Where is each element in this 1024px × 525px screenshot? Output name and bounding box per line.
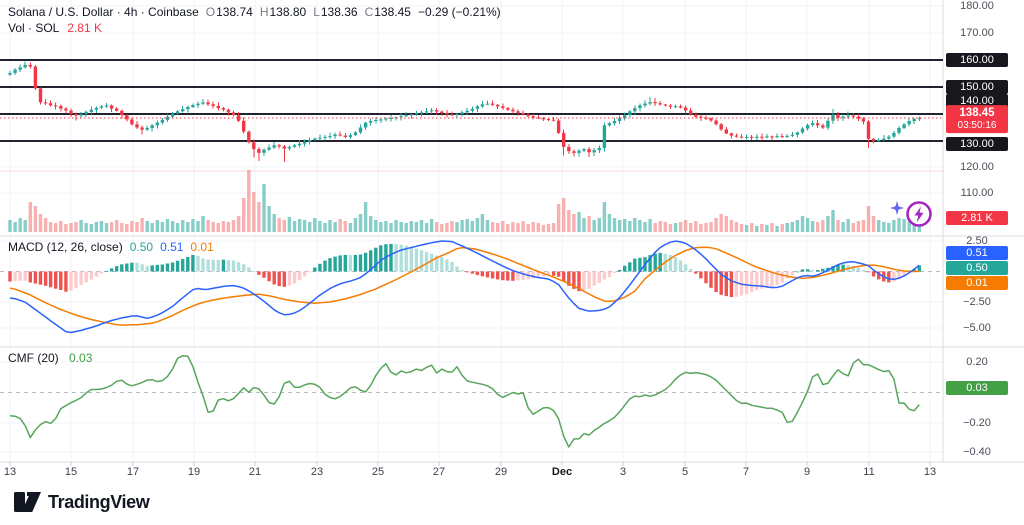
time-axis-label: 11 [863,466,875,478]
price-axis-label: 180.00 [960,0,994,12]
ohlc-letter: H [259,5,269,19]
time-axis-label: 25 [371,466,385,478]
macd-axis-label: 2.50 [966,235,988,247]
ohlc-values: O138.74 H138.80 L138.36 C138.45 [199,5,411,19]
ohlc-letter: L [313,5,320,19]
macd-label: MACD (12, 26, close) [8,240,123,254]
macd-value-badge: 0.01 [946,276,1008,290]
volume-badge: 2.81 K [946,211,1008,225]
cmf-axis-label: −0.20 [963,417,991,429]
lightning-bolt-icon [914,206,924,223]
macd-row[interactable]: MACD (12, 26, close) 0.50 0.51 0.01 [8,240,214,254]
time-axis-label: 21 [248,466,262,478]
ohlc-value: 138.80 [269,5,307,19]
last-price-value: 138.45 [959,107,995,120]
time-axis-label: 13 [923,466,937,478]
cmf-value: 0.03 [69,351,93,365]
volume-label: Vol · SOL [8,21,59,35]
time-axis-label: 27 [432,466,446,478]
macd-axis-label: −5.00 [963,322,991,334]
cmf-value-badge: 0.03 [946,381,1008,395]
macd-value-badge: 0.50 [946,261,1008,275]
last-price-badge: 138.45 03:50:16 [946,105,1008,133]
symbol-header[interactable]: Solana / U.S. Dollar · 4h · Coinbase O138… [8,5,501,19]
symbol-title[interactable]: Solana / U.S. Dollar · 4h · Coinbase [8,5,199,19]
change-value: −0.29 (−0.21%) [417,5,501,19]
ohlc-letter: C [364,5,374,19]
sparkle-icon [890,201,904,215]
macd-value: 0.01 [190,240,214,254]
time-axis-label: 19 [187,466,201,478]
price-axis-label: 120.00 [960,161,994,173]
time-axis-label: 29 [494,466,508,478]
cmf-label: CMF (20) [8,351,59,365]
cmf-axis-label: −0.40 [963,446,991,458]
time-axis-label: Dec [551,466,573,478]
price-level-badge: 140.00 [946,94,1008,108]
macd-axis-label: −2.50 [963,296,991,308]
volume-row[interactable]: Vol · SOL 2.81 K [8,21,102,35]
time-axis-label: 3 [619,466,627,478]
volume-value: 2.81 K [67,21,102,35]
flash-boost-icon[interactable] [889,198,935,232]
price-axis-label: 170.00 [960,27,994,39]
macd-values: 0.50 0.51 0.01 [123,240,214,254]
time-axis-label: 7 [742,466,750,478]
time-axis-label: 5 [681,466,689,478]
price-level-badge: 150.00 [946,80,1008,94]
macd-value: 0.50 [129,240,154,254]
cmf-axis-label: 0.20 [966,356,988,368]
time-axis-label: 23 [310,466,324,478]
macd-value: 0.51 [160,240,184,254]
ohlc-value: 138.45 [374,5,411,19]
price-axis-label: 110.00 [960,187,994,199]
macd-value-badge: 0.51 [946,246,1008,260]
tradingview-logo-text: TradingView [48,492,150,512]
time-axis-label: 9 [803,466,811,478]
tradingview-logo[interactable]: TradingView [14,492,150,513]
time-axis-label: 17 [126,466,140,478]
cmf-row[interactable]: CMF (20) 0.03 [8,351,92,365]
price-level-badge: 130.00 [946,137,1008,151]
price-level-badge: 160.00 [946,53,1008,67]
tradingview-mark-icon [14,492,41,512]
ohlc-letter: O [205,5,216,19]
time-axis-label: 15 [64,466,78,478]
time-axis-label: 13 [3,466,17,478]
candle-countdown: 03:50:16 [957,120,997,132]
ohlc-value: 138.36 [320,5,358,19]
ohlc-value: 138.74 [216,5,253,19]
